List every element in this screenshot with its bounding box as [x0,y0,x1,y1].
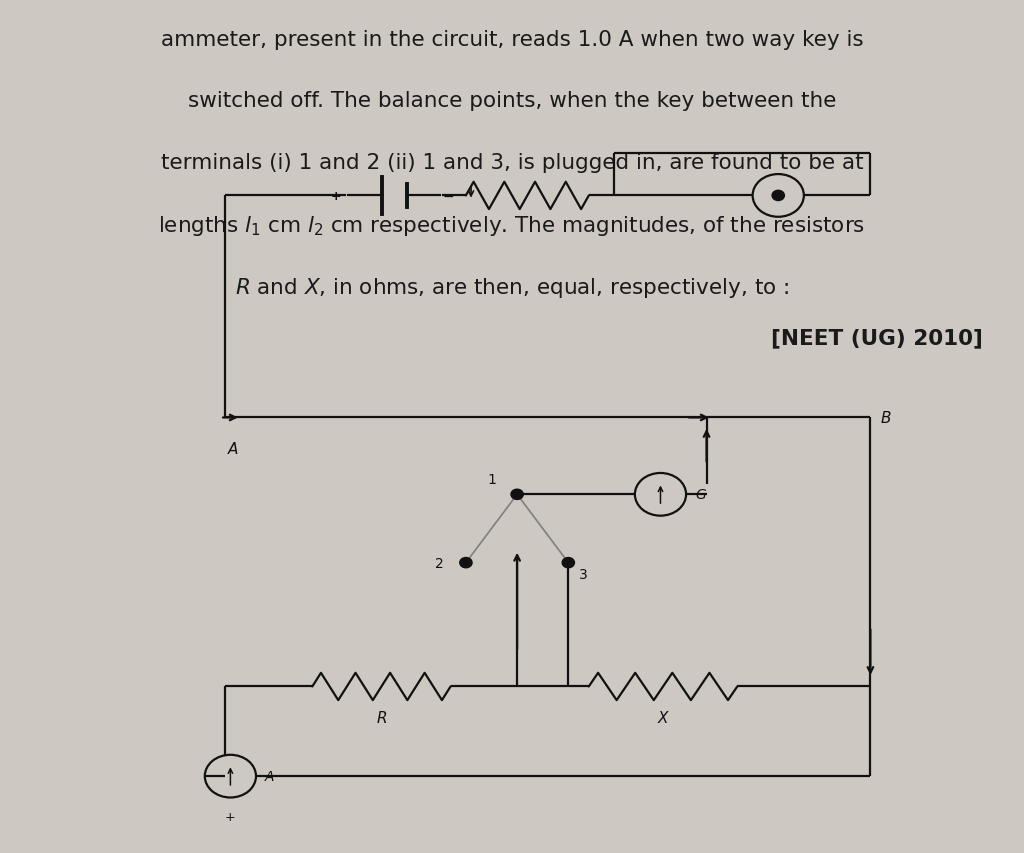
Text: +: + [225,810,236,823]
Text: switched off. The balance points, when the key between the: switched off. The balance points, when t… [187,91,837,111]
Text: 2: 2 [434,556,443,570]
Text: −: − [442,189,455,203]
Text: ammeter, present in the circuit, reads 1.0 A when two way key is: ammeter, present in the circuit, reads 1… [161,30,863,49]
Text: R: R [376,711,387,726]
Circle shape [511,490,523,500]
Text: [NEET (UG) 2010]: [NEET (UG) 2010] [771,328,983,348]
Circle shape [562,558,574,568]
Text: A: A [265,769,274,783]
Text: $R$ and $X$, in ohms, are then, equal, respectively, to :: $R$ and $X$, in ohms, are then, equal, r… [234,276,790,299]
Text: lengths $l_1$ cm $l_2$ cm respectively. The magnitudes, of the resistors: lengths $l_1$ cm $l_2$ cm respectively. … [159,214,865,238]
Text: 1: 1 [487,473,496,486]
Text: X: X [657,711,669,726]
Text: B: B [881,410,891,426]
Text: terminals (i) 1 and 2 (ii) 1 and 3, is plugged in, are found to be at: terminals (i) 1 and 2 (ii) 1 and 3, is p… [161,153,863,172]
Text: A: A [228,442,239,457]
Text: 3: 3 [579,567,588,581]
Circle shape [772,191,784,201]
Text: +: + [331,189,341,203]
Circle shape [460,558,472,568]
Text: G: G [695,488,706,502]
